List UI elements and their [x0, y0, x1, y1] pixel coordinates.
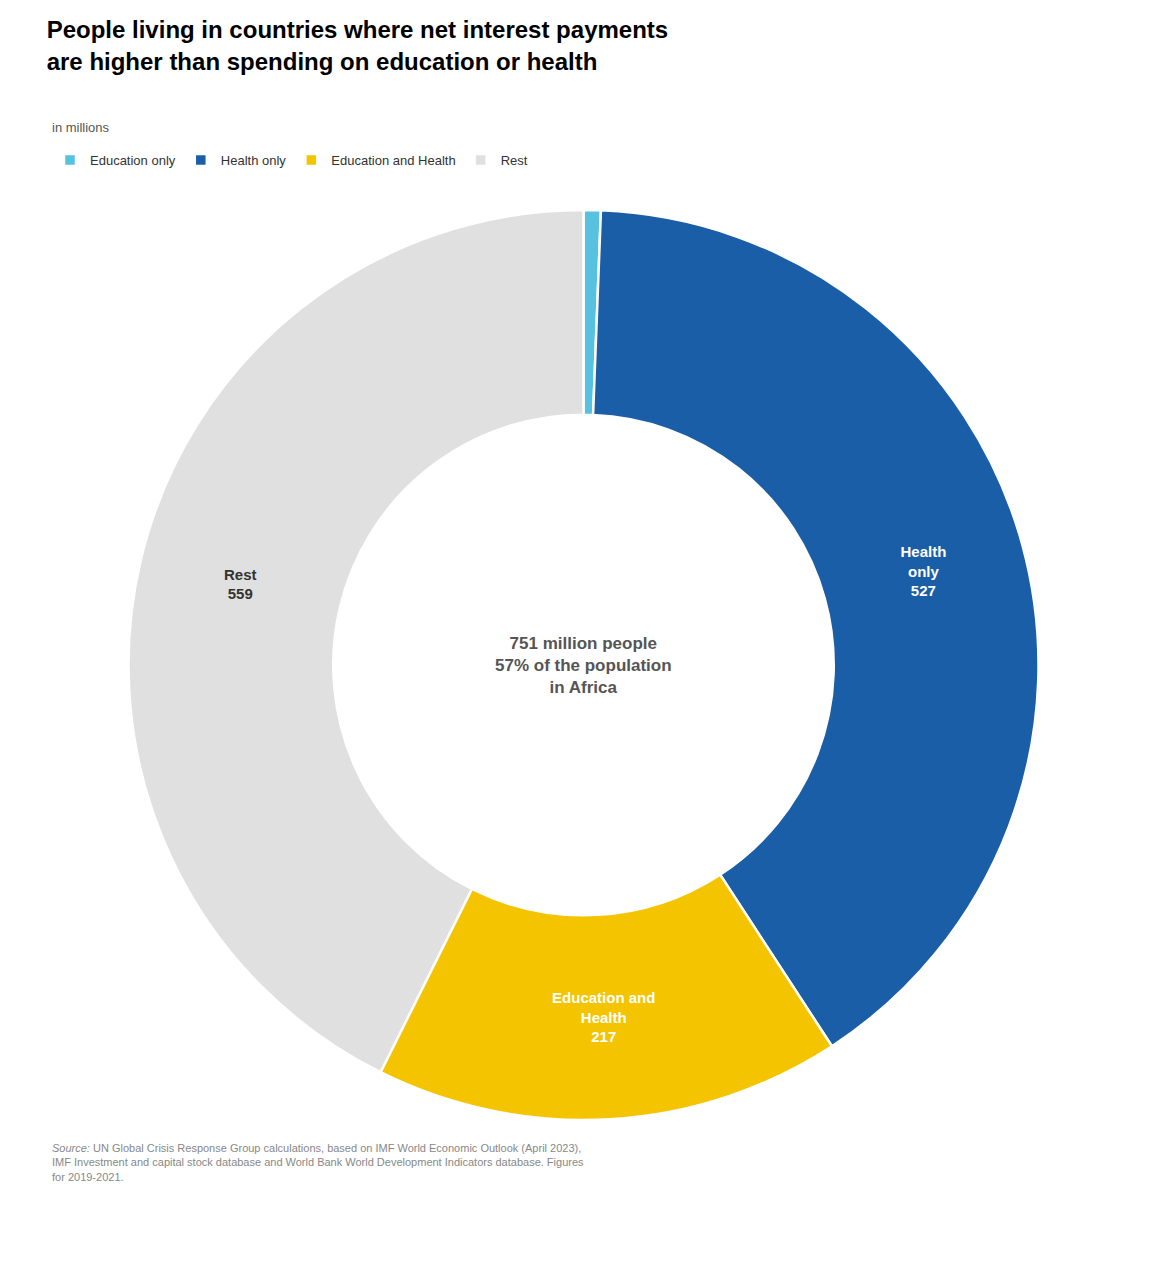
- svg-text:751 million people57% of the p: 751 million people57% of the populationi…: [495, 634, 672, 697]
- svg-text:Education only: Education only: [90, 153, 176, 168]
- svg-text:Education andHealth217: Education andHealth217: [552, 989, 655, 1045]
- svg-text:Education and Health: Education and Health: [331, 153, 455, 168]
- svg-text:Source: UN Global Crisis Respo: Source: UN Global Crisis Response Group …: [52, 1142, 584, 1183]
- svg-text:Rest559: Rest559: [224, 566, 257, 603]
- svg-text:Health only: Health only: [221, 153, 287, 168]
- svg-text:in millions: in millions: [52, 120, 110, 135]
- svg-text:People living in countries whe: People living in countries where net int…: [47, 16, 669, 74]
- svg-text:Rest: Rest: [501, 153, 528, 168]
- svg-text:Healthonly527: Healthonly527: [900, 543, 946, 599]
